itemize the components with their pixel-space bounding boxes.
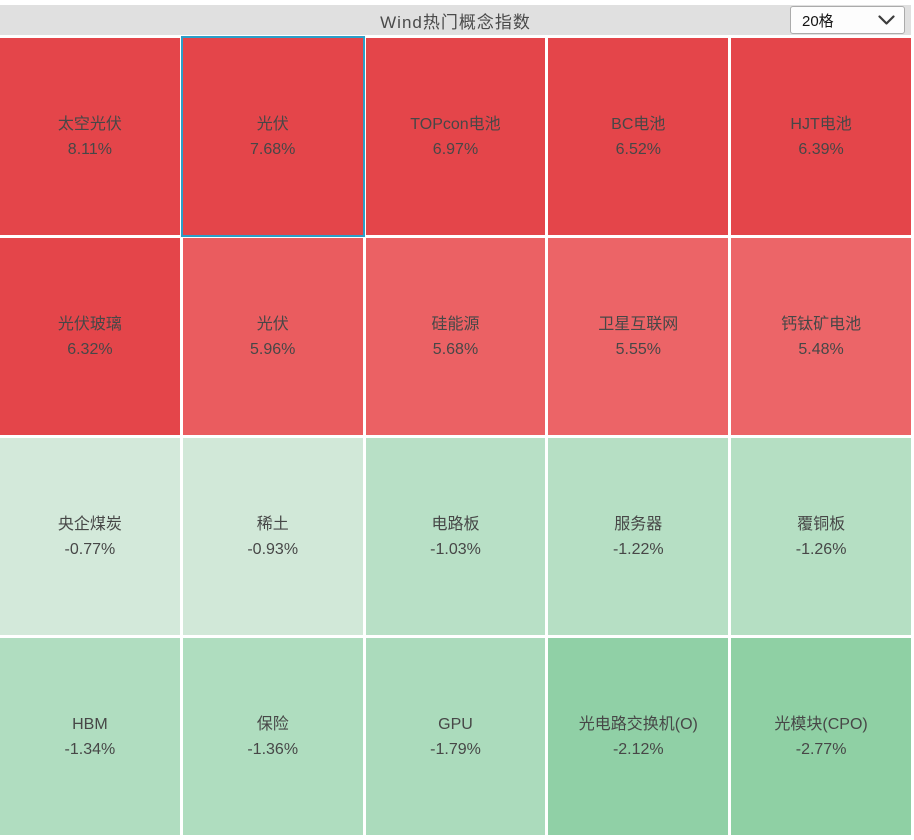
concept-name: 央企煤炭: [57, 515, 122, 533]
heatmap-cell[interactable]: 太空光伏 8.11%: [0, 38, 180, 235]
heatmap-cell[interactable]: 覆铜板 -1.26%: [731, 438, 911, 635]
concept-name: 覆铜板: [797, 515, 846, 533]
concept-name: TOPcon电池: [410, 115, 501, 133]
concept-name: 卫星互联网: [598, 315, 679, 333]
concept-heatmap: 太空光伏 8.11% 光伏 7.68% TOPcon电池 6.97% BC电池 …: [0, 38, 911, 835]
concept-name: 稀土: [256, 515, 289, 533]
heatmap-cell[interactable]: TOPcon电池 6.97%: [365, 38, 546, 235]
concept-change-pct: -1.79%: [430, 740, 481, 758]
heatmap-cell[interactable]: 服务器 -1.22%: [548, 438, 729, 635]
concept-name: 光伏: [256, 315, 289, 333]
concept-name: 服务器: [614, 515, 663, 533]
concept-name: 太空光伏: [57, 115, 122, 133]
heatmap-cell[interactable]: 硅能源 5.68%: [365, 238, 546, 435]
heatmap-cell[interactable]: BC电池 6.52%: [548, 38, 729, 235]
grid-count-select[interactable]: 20格: [790, 6, 905, 34]
heatmap-cell[interactable]: 央企煤炭 -0.77%: [0, 438, 180, 635]
heatmap-cell[interactable]: 光模块(CPO) -2.77%: [731, 638, 911, 835]
concept-change-pct: -1.34%: [64, 740, 116, 758]
concept-name: 光模块(CPO): [774, 715, 868, 733]
concept-change-pct: 5.55%: [615, 340, 661, 358]
concept-change-pct: 6.39%: [798, 140, 844, 158]
concept-change-pct: -0.93%: [247, 540, 299, 558]
heatmap-cell[interactable]: 钙钛矿电池 5.48%: [731, 238, 911, 435]
concept-change-pct: 6.52%: [615, 140, 661, 158]
heatmap-cell[interactable]: GPU -1.79%: [365, 638, 546, 835]
page-title: Wind热门概念指数: [380, 12, 531, 32]
concept-name: 钙钛矿电池: [781, 315, 862, 333]
concept-change-pct: 7.68%: [250, 140, 296, 158]
chevron-down-icon: [878, 14, 895, 26]
heatmap-cell[interactable]: HBM -1.34%: [0, 638, 180, 835]
heatmap-cell[interactable]: 光伏 7.68%: [182, 38, 363, 235]
concept-change-pct: 6.32%: [67, 340, 113, 358]
heatmap-cell[interactable]: 光电路交换机(O) -2.12%: [548, 638, 729, 835]
concept-name: 光伏玻璃: [57, 315, 122, 333]
concept-change-pct: 5.68%: [432, 340, 479, 358]
concept-name: HJT电池: [790, 115, 852, 133]
heatmap-cell[interactable]: HJT电池 6.39%: [731, 38, 911, 235]
concept-name: BC电池: [611, 115, 666, 133]
heatmap-cell[interactable]: 稀土 -0.93%: [182, 438, 363, 635]
concept-change-pct: -1.03%: [430, 540, 481, 558]
heatmap-cell[interactable]: 电路板 -1.03%: [365, 438, 546, 635]
concept-change-pct: -1.36%: [247, 740, 299, 758]
heatmap-cell[interactable]: 卫星互联网 5.55%: [548, 238, 729, 435]
concept-change-pct: -1.26%: [795, 540, 847, 558]
heatmap-title-bar: Wind热门概念指数: [0, 5, 911, 35]
concept-name: HBM: [72, 715, 108, 733]
concept-change-pct: -1.22%: [612, 540, 664, 558]
concept-name: 硅能源: [431, 315, 480, 333]
concept-name: 光伏: [256, 115, 289, 133]
concept-change-pct: 5.96%: [250, 340, 296, 358]
concept-change-pct: -2.77%: [795, 740, 847, 758]
concept-name: GPU: [438, 715, 473, 733]
concept-change-pct: 6.97%: [432, 140, 479, 158]
heatmap-cell[interactable]: 保险 -1.36%: [182, 638, 363, 835]
heatmap-cell[interactable]: 光伏玻璃 6.32%: [0, 238, 180, 435]
concept-change-pct: -0.77%: [64, 540, 116, 558]
concept-change-pct: 8.11%: [67, 140, 112, 158]
heatmap-cell[interactable]: 光伏 5.96%: [182, 238, 363, 435]
concept-name: 保险: [256, 715, 289, 733]
concept-name: 电路板: [431, 515, 480, 533]
concept-change-pct: -2.12%: [612, 740, 664, 758]
grid-count-value: 20格: [802, 12, 834, 30]
concept-name: 光电路交换机(O): [578, 715, 698, 733]
concept-change-pct: 5.48%: [798, 340, 844, 358]
